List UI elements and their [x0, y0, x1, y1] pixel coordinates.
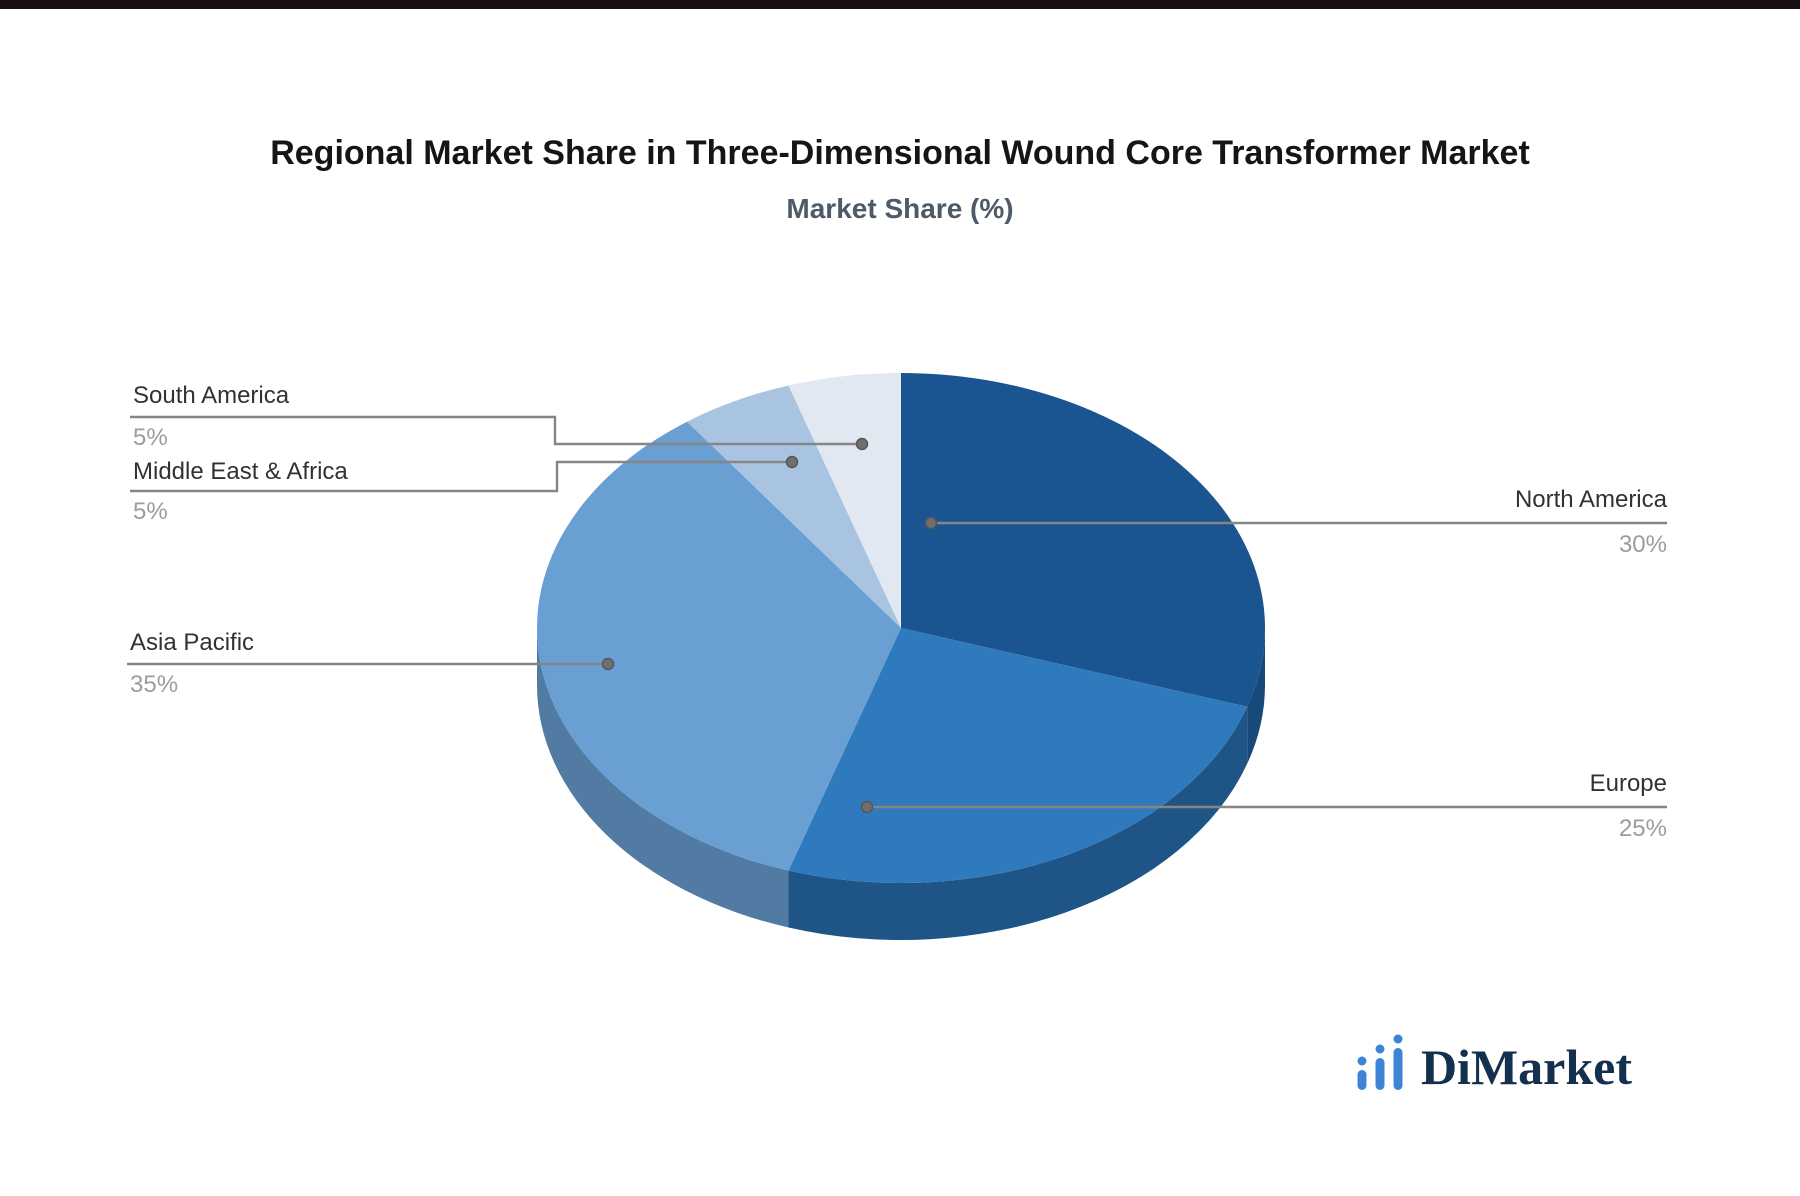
slice-label-south-america: South America [133, 382, 290, 409]
brand-logo: DiMarket [1355, 1034, 1632, 1092]
leader-dot-south-america [855, 437, 869, 451]
leader-line-south-america [130, 415, 862, 446]
leader-dot-europe [860, 800, 874, 814]
pie-slice-europe[interactable] [788, 628, 1248, 883]
slice-label-middle-east-africa: Middle East & Africa [133, 458, 348, 485]
pie-slice-middle-east-africa[interactable] [687, 385, 901, 628]
pie-slice-north-america[interactable] [901, 373, 1266, 707]
page-title: Regional Market Share in Three-Dimension… [270, 134, 1530, 172]
leader-dot-asia-pacific [601, 657, 615, 671]
page-subtitle: Market Share (%) [786, 193, 1014, 224]
slice-value-asia-pacific: 35% [130, 671, 179, 698]
pie-slice-depth-asia-pacific [537, 628, 789, 928]
top-strip [0, 0, 1800, 9]
pie-slice-depth-north-america [1247, 628, 1265, 764]
pie-slice-asia-pacific[interactable] [536, 421, 901, 871]
pie-slice-depth-europe [788, 706, 1248, 940]
bar-chart-logo-icon [1357, 1034, 1403, 1090]
pie-slice-south-america[interactable] [788, 373, 901, 628]
slice-value-middle-east-africa: 5% [133, 498, 168, 525]
leader-line-middle-east-africa [130, 460, 792, 493]
leader-dot-north-america [924, 516, 938, 530]
leader-dot-middle-east-africa [785, 455, 799, 469]
brand-name: DiMarket [1420, 1039, 1632, 1095]
slice-value-south-america: 5% [133, 424, 168, 451]
slice-value-europe: 25% [1618, 815, 1667, 842]
slice-label-asia-pacific: Asia Pacific [130, 629, 255, 656]
slice-label-north-america: North America [1514, 486, 1667, 513]
slice-value-north-america: 30% [1618, 531, 1667, 558]
slice-label-europe: Europe [1589, 770, 1667, 797]
